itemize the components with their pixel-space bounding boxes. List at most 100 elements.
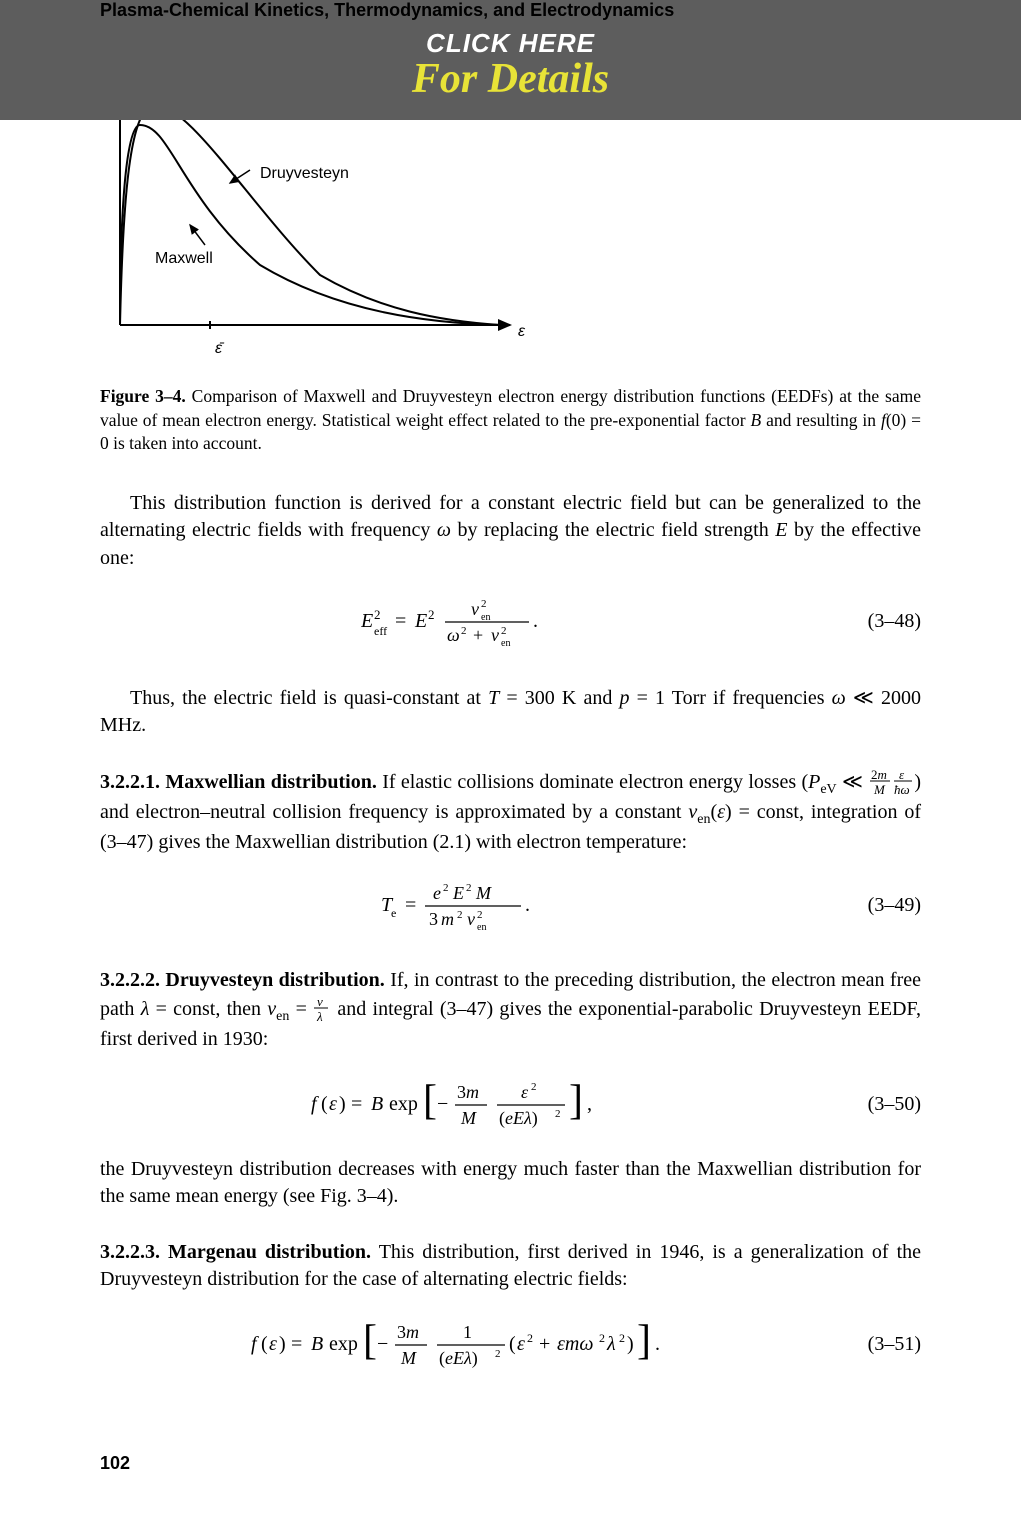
svg-text:m: m [441, 909, 454, 929]
figure-caption-label: Figure 3–4. [100, 386, 186, 406]
svg-text:=: = [351, 1093, 362, 1115]
equation-3-49: T e = e 2 E 2 M 3 m 2 ν 2 en . [100, 877, 921, 933]
svg-text:): ) [339, 1093, 346, 1115]
svg-text:ν: ν [467, 909, 475, 929]
svg-text:3m: 3m [457, 1082, 479, 1102]
svg-text:ε: ε [899, 768, 905, 782]
section-3-2-2-1: 3.2.2.1. Maxwellian distribution. If ela… [100, 768, 921, 857]
svg-text:(eEλ): (eEλ) [499, 1108, 538, 1129]
section-3-2-2-3: 3.2.2.3. Margenau distribution. This dis… [100, 1239, 921, 1294]
section-heading-maxwellian: 3.2.2.1. Maxwellian distribution. [100, 771, 377, 793]
svg-text:ε: ε [521, 1082, 529, 1102]
svg-text:]: ] [637, 1318, 651, 1364]
svg-text:v: v [317, 995, 323, 1009]
svg-text:M: M [400, 1348, 417, 1368]
paragraph-intro: This distribution function is derived fo… [100, 490, 921, 573]
svg-text:[: [ [423, 1078, 437, 1124]
svg-text:+: + [539, 1333, 550, 1355]
svg-text:E: E [414, 610, 427, 632]
svg-text:M: M [475, 883, 492, 903]
eq-3-49-svg: T e = e 2 E 2 M 3 m 2 ν 2 en . [381, 877, 561, 933]
svg-text:e: e [433, 883, 441, 903]
equation-3-50: f ( ε ) = B exp [ − 3m M ε 2 (eEλ) [100, 1074, 921, 1136]
svg-text:2: 2 [501, 625, 507, 637]
figure-caption: Figure 3–4. Comparison of Maxwell and Dr… [100, 385, 921, 456]
eq-3-51-number: (3–51) [841, 1333, 921, 1356]
svg-text:λ: λ [316, 1009, 323, 1023]
svg-text:f: f [251, 1333, 259, 1355]
svg-text:(: ( [321, 1093, 328, 1115]
figure-caption-text: Comparison of Maxwell and Druyvesteyn el… [100, 386, 921, 453]
eq-3-48-svg: E 2 eff = E 2 ν 2 en ω 2 + ν 2 en [361, 593, 581, 651]
svg-text:2: 2 [466, 882, 472, 894]
equation-3-51: f ( ε ) = B exp [ − 3m M 1 (eEλ) 2 ( [100, 1314, 921, 1376]
svg-text:(eEλ): (eEλ) [439, 1348, 478, 1369]
svg-text:2: 2 [443, 882, 449, 894]
svg-text:ν: ν [471, 599, 479, 619]
svg-text:ε: ε [517, 1333, 525, 1355]
svg-text:3m: 3m [397, 1322, 419, 1342]
section-heading-margenau: 3.2.2.3. Margenau distribution. [100, 1241, 371, 1263]
section-heading-druyvesteyn: 3.2.2.2. Druyvesteyn distribution. [100, 969, 385, 991]
eq-3-49-number: (3–49) [841, 894, 921, 917]
eq-3-51-svg: f ( ε ) = B exp [ − 3m M 1 (eEλ) 2 ( [251, 1314, 691, 1376]
svg-text:−: − [437, 1093, 448, 1115]
svg-text:): ) [279, 1333, 286, 1355]
svg-text:2m: 2m [871, 768, 887, 782]
equation-3-48: E 2 eff = E 2 ν 2 en ω 2 + ν 2 en [100, 593, 921, 651]
svg-text:exp: exp [389, 1093, 418, 1115]
paragraph-quasiconst: Thus, the electric field is quasi-consta… [100, 685, 921, 740]
eq-3-48-number: (3–48) [841, 610, 921, 633]
svg-text:2: 2 [461, 625, 467, 637]
svg-text:2: 2 [374, 607, 381, 622]
eq-3-50-number: (3–50) [841, 1093, 921, 1116]
svg-text:[: [ [363, 1318, 377, 1364]
svg-text:): ) [627, 1333, 634, 1355]
section-3-2-2-2: 3.2.2.2. Druyvesteyn distribution. If, i… [100, 967, 921, 1054]
svg-text:E: E [361, 610, 373, 632]
content-area: f(ε) Druyvesteyn Maxwell ε̄ ε [100, 0, 921, 1376]
svg-text:(: ( [261, 1333, 268, 1355]
paragraph-after-350: the Druyvesteyn distribution decreases w… [100, 1156, 921, 1211]
svg-text:ħω: ħω [894, 782, 910, 796]
svg-text:.: . [525, 894, 530, 916]
svg-text:2: 2 [495, 1348, 501, 1360]
svg-text:en: en [481, 612, 490, 623]
svg-text:1: 1 [463, 1322, 472, 1342]
svg-text:en: en [477, 922, 486, 933]
svg-text:]: ] [569, 1078, 583, 1124]
svg-text:en: en [501, 638, 510, 649]
svg-text:eff: eff [374, 624, 387, 638]
svg-text:B: B [371, 1093, 383, 1115]
svg-text:3: 3 [429, 909, 438, 929]
banner-for-details: For Details [0, 55, 1021, 103]
chapter-title: Plasma-Chemical Kinetics, Thermodynamics… [100, 0, 674, 21]
svg-text:M: M [460, 1108, 477, 1128]
svg-text:M: M [873, 782, 886, 796]
svg-text:exp: exp [329, 1333, 358, 1355]
svg-text:ν: ν [491, 625, 499, 645]
eq-3-50-svg: f ( ε ) = B exp [ − 3m M ε 2 (eEλ) [311, 1074, 631, 1136]
svg-text:E: E [452, 883, 464, 903]
svg-text:2: 2 [599, 1331, 605, 1345]
svg-text:ε: ε [269, 1333, 277, 1355]
svg-text:2: 2 [527, 1331, 533, 1345]
svg-text:εmω: εmω [557, 1333, 593, 1355]
ad-banner[interactable]: Plasma-Chemical Kinetics, Thermodynamics… [0, 0, 1021, 120]
page-number: 102 [100, 1453, 130, 1474]
svg-text:2: 2 [481, 598, 487, 610]
svg-text:2: 2 [477, 909, 483, 921]
svg-text:=: = [395, 610, 406, 632]
page: Plasma-Chemical Kinetics, Thermodynamics… [0, 0, 1021, 1514]
svg-text:f: f [311, 1093, 319, 1115]
svg-text:.: . [655, 1333, 660, 1355]
svg-text:ε: ε [329, 1093, 337, 1115]
svg-text:B: B [311, 1333, 323, 1355]
svg-text:2: 2 [619, 1331, 625, 1345]
svg-text:2: 2 [457, 909, 463, 921]
svg-text:−: − [377, 1333, 388, 1355]
svg-text:=: = [291, 1333, 302, 1355]
svg-text:2: 2 [555, 1108, 561, 1120]
svg-text:(: ( [509, 1333, 516, 1355]
svg-text:λ: λ [606, 1333, 616, 1355]
